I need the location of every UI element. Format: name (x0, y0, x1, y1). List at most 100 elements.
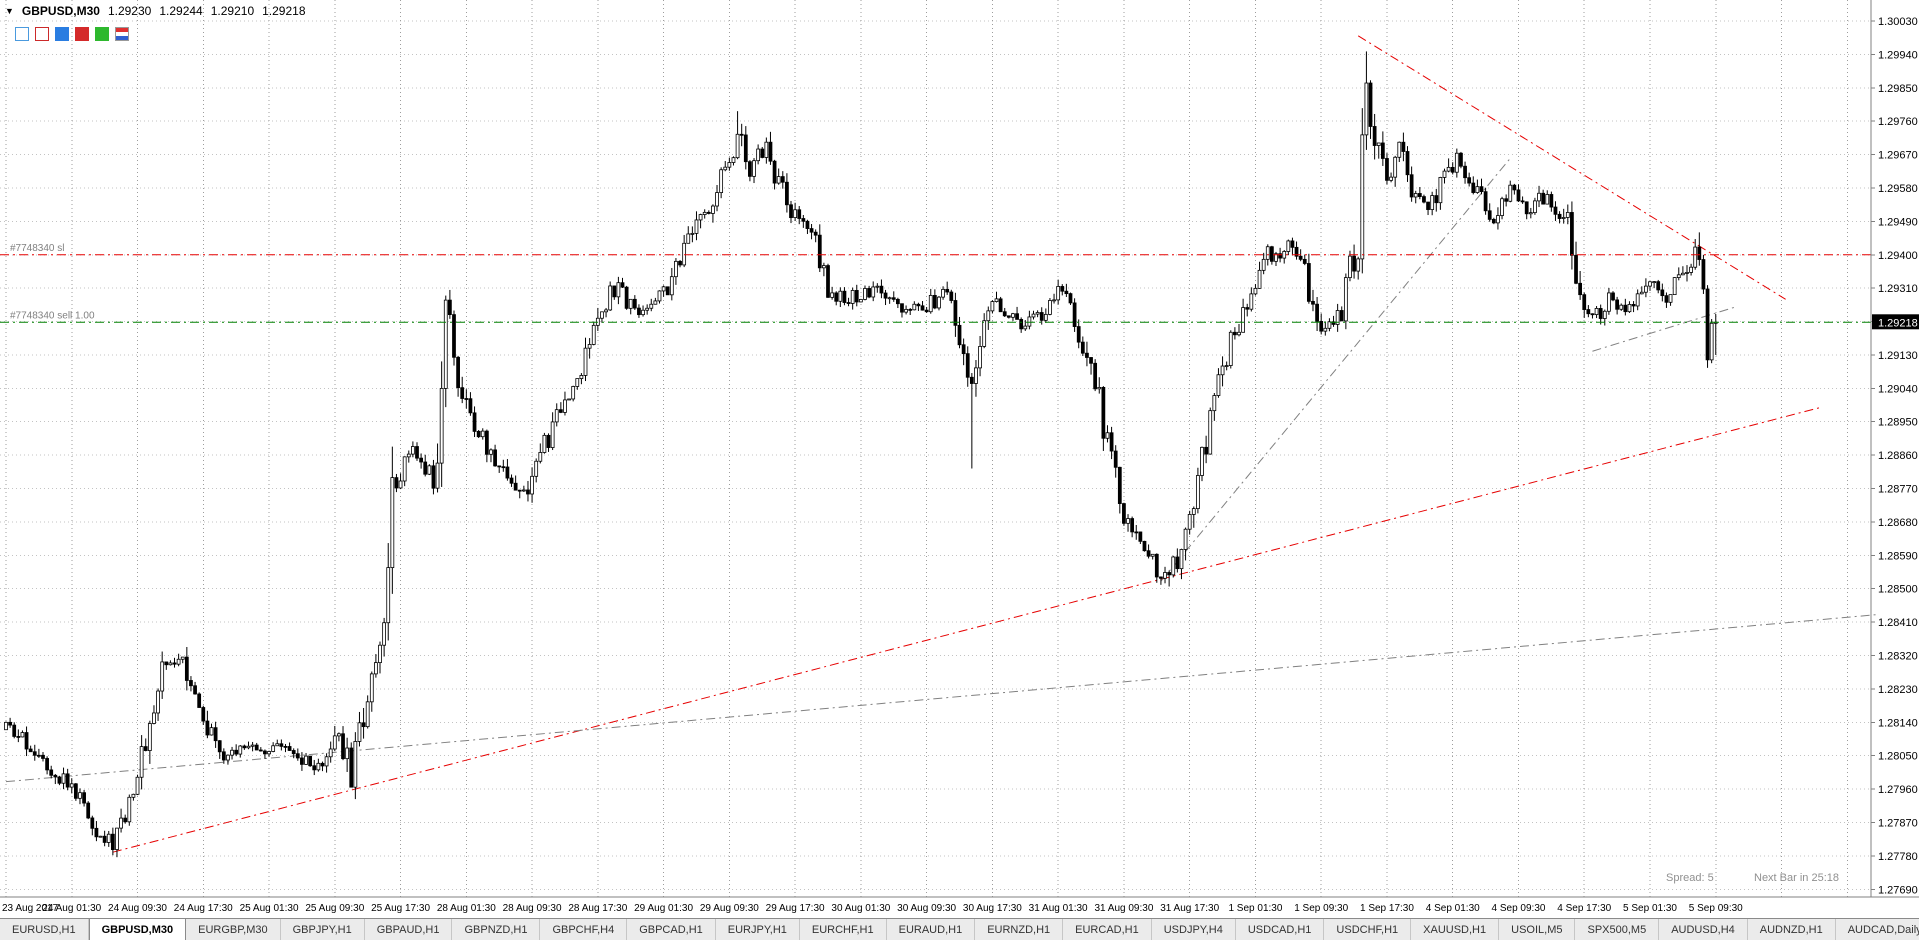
price-axis-label: 1.29400 (1878, 250, 1918, 262)
swatch-white-red-outline-button[interactable] (35, 27, 49, 41)
price-axis-label: 1.28770 (1878, 484, 1918, 496)
time-axis-label: 29 Aug 01:30 (634, 903, 693, 914)
price-axis-label: 1.28230 (1878, 684, 1918, 696)
swatch-white-blue-outline-button[interactable] (15, 27, 29, 41)
price-axis-label: 1.28140 (1878, 717, 1918, 729)
tab-gbpaud-h1[interactable]: GBPAUD,H1 (365, 919, 453, 940)
time-axis-label: 30 Aug 09:30 (897, 903, 956, 914)
tab-spx500-m5[interactable]: SPX500,M5 (1575, 919, 1660, 940)
next-bar-label: Next Bar in 25:18 (1754, 872, 1839, 884)
price-axis-label: 1.29760 (1878, 116, 1918, 128)
price-axis-label: 1.28590 (1878, 550, 1918, 562)
tab-gbpusd-m30[interactable]: GBPUSD,M30 (88, 919, 187, 940)
candle-layer (4, 51, 1718, 858)
ohlc-high: 1.29244 (159, 4, 203, 18)
tab-xauusd-h1[interactable]: XAUUSD,H1 (1411, 919, 1500, 940)
time-axis-label: 29 Aug 17:30 (766, 903, 825, 914)
price-axis-label: 1.29670 (1878, 150, 1918, 162)
price-axis-label: 1.27870 (1878, 817, 1918, 829)
time-axis-label: 31 Aug 17:30 (1160, 903, 1219, 914)
time-axis-label: 30 Aug 01:30 (831, 903, 890, 914)
ohlc-open: 1.29230 (107, 4, 152, 18)
time-axis-label: 28 Aug 09:30 (503, 903, 562, 914)
time-axis-label: 1 Sep 09:30 (1294, 903, 1348, 914)
trendline-gray-ascending-steep[interactable] (1160, 157, 1511, 582)
tab-gbpjpy-h1[interactable]: GBPJPY,H1 (281, 919, 365, 940)
time-axis-label: 1 Sep 17:30 (1360, 903, 1414, 914)
trendline-gray-ascending-long[interactable] (5, 614, 1877, 783)
spread-label: Spread: 5 (1666, 872, 1714, 884)
ohlc-low: 1.29210 (210, 4, 255, 18)
time-axis-label: 23 Aug 2017 (2, 903, 59, 914)
tab-gbpcad-h1[interactable]: GBPCAD,H1 (627, 919, 716, 940)
tab-usoil-m5[interactable]: USOIL,M5 (1499, 919, 1576, 940)
tab-gbpchf-h4[interactable]: GBPCHF,H4 (540, 919, 628, 940)
swatch-blue-button[interactable] (55, 27, 69, 41)
tab-usdchf-h1[interactable]: USDCHF,H1 (1324, 919, 1412, 940)
time-axis-label: 25 Aug 09:30 (305, 903, 364, 914)
color-swatch-toolbar (15, 27, 129, 41)
tab-eurgbp-m30[interactable]: EURGBP,M30 (186, 919, 281, 940)
trendline-layer (5, 35, 1877, 853)
chart-title: ▼ GBPUSD,M30 1.29230 1.29244 1.29210 1.2… (5, 4, 306, 18)
time-axis-label: 4 Sep 09:30 (1492, 903, 1546, 914)
price-axis-label: 1.28500 (1878, 584, 1918, 596)
time-axis-label: 4 Sep 01:30 (1426, 903, 1480, 914)
price-axis-label: 1.29310 (1878, 283, 1918, 295)
order-label: #7748340 sl (10, 243, 65, 254)
time-axis-label: 4 Sep 17:30 (1557, 903, 1611, 914)
trendline-red-ascending[interactable] (112, 406, 1823, 853)
price-axis-label: 1.27690 (1878, 884, 1918, 896)
current-price-label: 1.29218 (1878, 317, 1918, 329)
price-axis-label: 1.29040 (1878, 383, 1918, 395)
swatch-striped-flag-button[interactable] (115, 27, 129, 41)
price-axis[interactable]: 1.30030 1.29940 1.29850 1.29760 1.29670 1.295… (1870, 0, 1919, 897)
time-axis-label: 5 Sep 09:30 (1689, 903, 1743, 914)
time-axis-label: 5 Sep 01:30 (1623, 903, 1677, 914)
tab-audusd-h4[interactable]: AUDUSD,H4 (1659, 919, 1748, 940)
time-axis-label: 1 Sep 01:30 (1228, 903, 1282, 914)
time-axis-label: 30 Aug 17:30 (963, 903, 1022, 914)
price-axis-label: 1.28860 (1878, 450, 1918, 462)
price-axis-label: 1.28950 (1878, 417, 1918, 429)
time-axis-label: 25 Aug 01:30 (240, 903, 299, 914)
time-axis-label: 25 Aug 17:30 (371, 903, 430, 914)
swatch-green-button[interactable] (95, 27, 109, 41)
price-chart[interactable]: #7748340 sl #7748340 sell 1.00 Spread: 5 Ne… (0, 0, 1919, 918)
tab-usdcad-h1[interactable]: USDCAD,H1 (1236, 919, 1325, 940)
tab-eurcad-h1[interactable]: EURCAD,H1 (1063, 919, 1152, 940)
tab-usdjpy-h4[interactable]: USDJPY,H4 (1152, 919, 1236, 940)
time-axis-label: 31 Aug 01:30 (1029, 903, 1088, 914)
tab-audcad-daily[interactable]: AUDCAD,Daily (1836, 919, 1919, 940)
price-axis-label: 1.29580 (1878, 183, 1918, 195)
trendline-red-descending[interactable] (1357, 35, 1786, 300)
price-axis-label: 1.29940 (1878, 49, 1918, 61)
tab-eurjpy-h1[interactable]: EURJPY,H1 (716, 919, 800, 940)
tab-euraud-h1[interactable]: EURAUD,H1 (887, 919, 976, 940)
price-axis-label: 1.29850 (1878, 83, 1918, 95)
tab-eurchf-h1[interactable]: EURCHF,H1 (800, 919, 887, 940)
tab-eurnzd-h1[interactable]: EURNZD,H1 (975, 919, 1064, 940)
price-axis-label: 1.30030 (1878, 16, 1918, 28)
trendline-gray-ascending-short[interactable] (1592, 306, 1737, 352)
price-axis-label: 1.28410 (1878, 617, 1918, 629)
price-axis-label: 1.28680 (1878, 517, 1918, 529)
price-axis-label: 1.27780 (1878, 851, 1918, 863)
price-axis-label: 1.28050 (1878, 751, 1918, 763)
time-axis-label: 24 Aug 09:30 (108, 903, 167, 914)
ohlc-close: 1.29218 (262, 4, 306, 18)
current-price-box (1872, 314, 1919, 330)
time-axis-label: 29 Aug 09:30 (700, 903, 759, 914)
price-axis-label: 1.29130 (1878, 350, 1918, 362)
tab-eurusd-h1[interactable]: EURUSD,H1 (0, 919, 89, 940)
order-label: #7748340 sell 1.00 (10, 310, 95, 321)
time-axis-label: 24 Aug 01:30 (42, 903, 101, 914)
dropdown-marker-icon[interactable]: ▼ (5, 6, 14, 16)
time-axis-label: 31 Aug 09:30 (1094, 903, 1153, 914)
tab-audnzd-h1[interactable]: AUDNZD,H1 (1748, 919, 1836, 940)
grid-layer (0, 0, 1871, 897)
tab-gbpnzd-h1[interactable]: GBPNZD,H1 (452, 919, 541, 940)
swatch-red-button[interactable] (75, 27, 89, 41)
price-axis-label: 1.29490 (1878, 216, 1918, 228)
